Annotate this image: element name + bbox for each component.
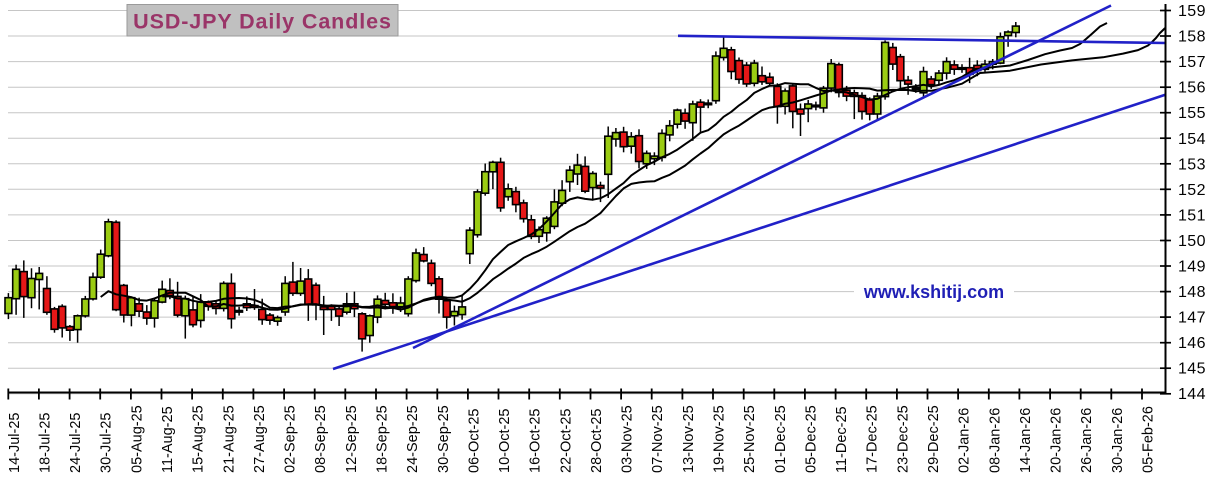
svg-text:08-Jan-26: 08-Jan-26 <box>987 408 1003 473</box>
svg-text:24-Sep-25: 24-Sep-25 <box>405 405 421 473</box>
svg-text:144: 144 <box>1178 386 1206 403</box>
svg-text:150: 150 <box>1178 233 1206 250</box>
svg-text:07-Nov-25: 07-Nov-25 <box>650 405 666 473</box>
svg-text:26-Jan-26: 26-Jan-26 <box>1079 408 1095 473</box>
svg-text:10-Oct-25: 10-Oct-25 <box>497 409 513 473</box>
svg-text:14-Jul-25: 14-Jul-25 <box>7 413 23 473</box>
svg-text:www.kshitij.com: www.kshitij.com <box>863 282 1004 302</box>
svg-text:29-Dec-25: 29-Dec-25 <box>926 405 942 473</box>
svg-text:03-Nov-25: 03-Nov-25 <box>620 405 636 473</box>
svg-text:02-Sep-25: 02-Sep-25 <box>283 405 299 473</box>
svg-text:USD-JPY Daily Candles: USD-JPY Daily Candles <box>133 10 392 34</box>
svg-text:154: 154 <box>1178 131 1206 148</box>
svg-text:28-Oct-25: 28-Oct-25 <box>589 409 605 473</box>
svg-text:23-Dec-25: 23-Dec-25 <box>895 405 911 473</box>
svg-text:159: 159 <box>1178 3 1206 20</box>
svg-text:30-Jul-25: 30-Jul-25 <box>99 413 115 473</box>
svg-text:22-Oct-25: 22-Oct-25 <box>558 409 574 473</box>
svg-text:158: 158 <box>1178 29 1206 46</box>
svg-text:05-Dec-25: 05-Dec-25 <box>803 405 819 473</box>
svg-text:08-Sep-25: 08-Sep-25 <box>313 405 329 473</box>
svg-text:157: 157 <box>1178 54 1206 71</box>
svg-text:25-Nov-25: 25-Nov-25 <box>742 405 758 473</box>
svg-text:01-Dec-25: 01-Dec-25 <box>773 405 789 473</box>
svg-text:151: 151 <box>1178 207 1206 224</box>
svg-text:148: 148 <box>1178 284 1206 301</box>
svg-text:17-Dec-25: 17-Dec-25 <box>865 405 881 473</box>
svg-text:11-Dec-25: 11-Dec-25 <box>834 406 850 473</box>
svg-text:15-Aug-25: 15-Aug-25 <box>191 405 207 473</box>
svg-text:06-Oct-25: 06-Oct-25 <box>466 409 482 473</box>
svg-text:02-Jan-26: 02-Jan-26 <box>957 408 973 473</box>
svg-text:18-Jul-25: 18-Jul-25 <box>37 413 53 473</box>
svg-text:14-Jan-26: 14-Jan-26 <box>1018 408 1034 473</box>
svg-text:05-Aug-25: 05-Aug-25 <box>129 405 145 473</box>
svg-text:21-Aug-25: 21-Aug-25 <box>221 405 237 473</box>
svg-text:12-Sep-25: 12-Sep-25 <box>344 405 360 473</box>
svg-text:18-Sep-25: 18-Sep-25 <box>375 405 391 473</box>
svg-text:27-Aug-25: 27-Aug-25 <box>252 405 268 473</box>
svg-text:11-Aug-25: 11-Aug-25 <box>160 406 176 473</box>
svg-text:153: 153 <box>1178 156 1206 173</box>
svg-text:05-Feb-26: 05-Feb-26 <box>1141 406 1157 473</box>
svg-text:146: 146 <box>1178 335 1206 352</box>
svg-text:24-Jul-25: 24-Jul-25 <box>68 413 84 473</box>
svg-text:156: 156 <box>1178 80 1206 97</box>
svg-text:13-Nov-25: 13-Nov-25 <box>681 405 697 473</box>
svg-text:145: 145 <box>1178 361 1206 378</box>
svg-text:16-Oct-25: 16-Oct-25 <box>528 409 544 473</box>
svg-text:30-Sep-25: 30-Sep-25 <box>436 405 452 473</box>
svg-text:155: 155 <box>1178 105 1206 122</box>
svg-text:19-Nov-25: 19-Nov-25 <box>712 405 728 473</box>
svg-text:152: 152 <box>1178 182 1206 199</box>
svg-text:30-Jan-26: 30-Jan-26 <box>1110 408 1126 473</box>
svg-text:20-Jan-26: 20-Jan-26 <box>1049 408 1065 473</box>
svg-text:149: 149 <box>1178 259 1206 276</box>
svg-text:147: 147 <box>1178 310 1206 327</box>
